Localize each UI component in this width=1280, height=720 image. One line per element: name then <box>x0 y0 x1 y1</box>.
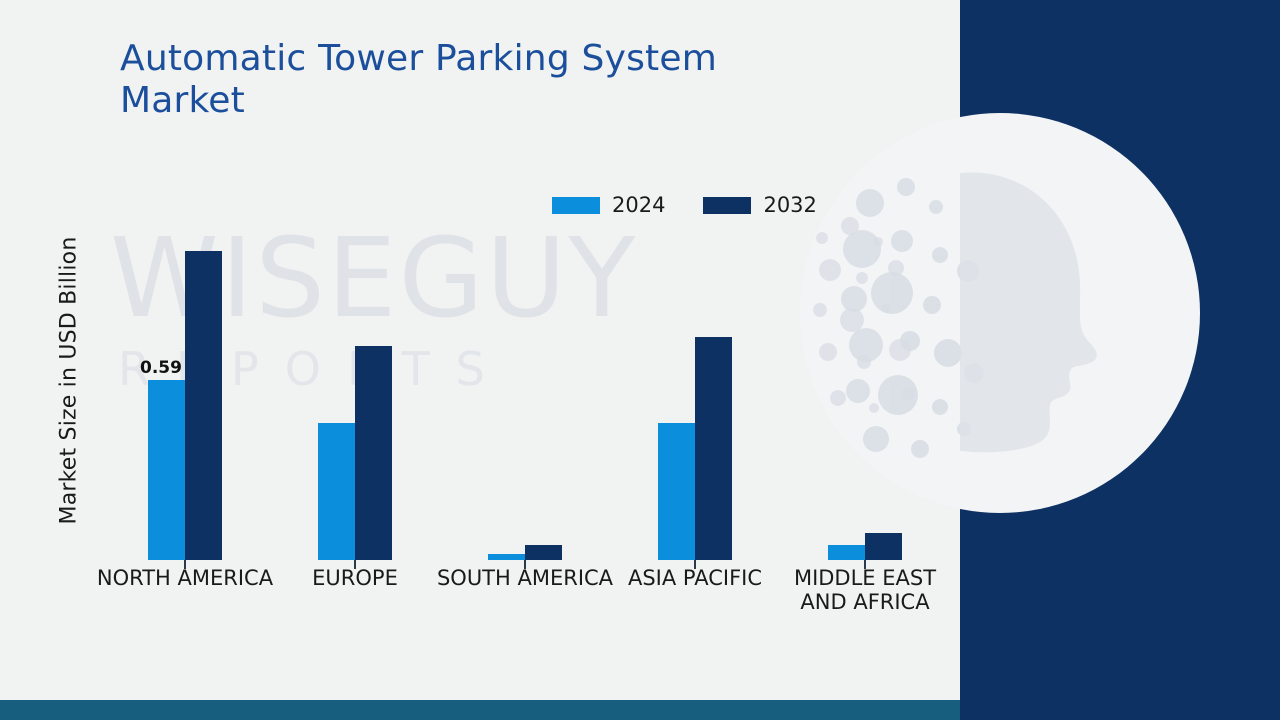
bar-group <box>318 230 392 569</box>
x-axis-category-label: NORTH AMERICA <box>96 566 274 590</box>
x-axis-category-label: MIDDLE EAST AND AFRICA <box>793 566 937 614</box>
x-axis-tick <box>184 560 186 569</box>
bar-group <box>828 230 902 569</box>
page-title: Automatic Tower Parking System Market <box>120 38 717 121</box>
bar-2032[interactable] <box>865 532 902 560</box>
bottom-accent-strip <box>0 700 960 720</box>
plot-area: 0.59 <box>100 230 940 569</box>
bar-2032[interactable] <box>185 251 222 560</box>
x-axis-category-label: SOUTH AMERICA <box>436 566 614 590</box>
bar-value-label: 0.59 <box>140 357 182 378</box>
bar-group <box>658 230 732 569</box>
bar-2024[interactable] <box>488 553 525 560</box>
bar-group <box>488 230 562 569</box>
x-axis-tick <box>354 560 356 569</box>
x-axis-category-labels: NORTH AMERICA EUROPE SOUTH AMERICA ASIA PAC… <box>97 566 940 706</box>
x-axis-tick <box>524 560 526 569</box>
legend-item-2032[interactable]: 2032 <box>703 193 817 217</box>
x-axis-category-label: ASIA PACIFIC <box>627 566 763 590</box>
bar-2032[interactable] <box>695 336 732 560</box>
legend-swatch-2024 <box>552 197 600 214</box>
x-axis-tick <box>694 560 696 569</box>
bar-2024[interactable]: 0.59 <box>140 358 185 560</box>
bar-2024[interactable] <box>828 544 865 560</box>
y-axis-label-text: Market Size in USD Billion <box>56 236 82 524</box>
legend-item-2024[interactable]: 2024 <box>552 195 665 216</box>
bar-2032[interactable] <box>355 346 392 560</box>
legend-label-2032: 2032 <box>763 193 817 217</box>
y-axis-label: Market Size in USD Billion <box>54 190 84 570</box>
bar-2024[interactable] <box>318 422 355 560</box>
x-axis-tick <box>864 560 866 569</box>
bar-2024[interactable] <box>658 422 695 560</box>
bar-group: 0.59 <box>140 230 222 569</box>
legend-label-2024: 2024 <box>612 193 666 217</box>
chart-legend: 2024 2032 <box>552 195 817 216</box>
bar-2032[interactable] <box>525 544 562 560</box>
legend-swatch-2032 <box>703 197 752 214</box>
x-axis-category-label: EUROPE <box>312 566 398 590</box>
